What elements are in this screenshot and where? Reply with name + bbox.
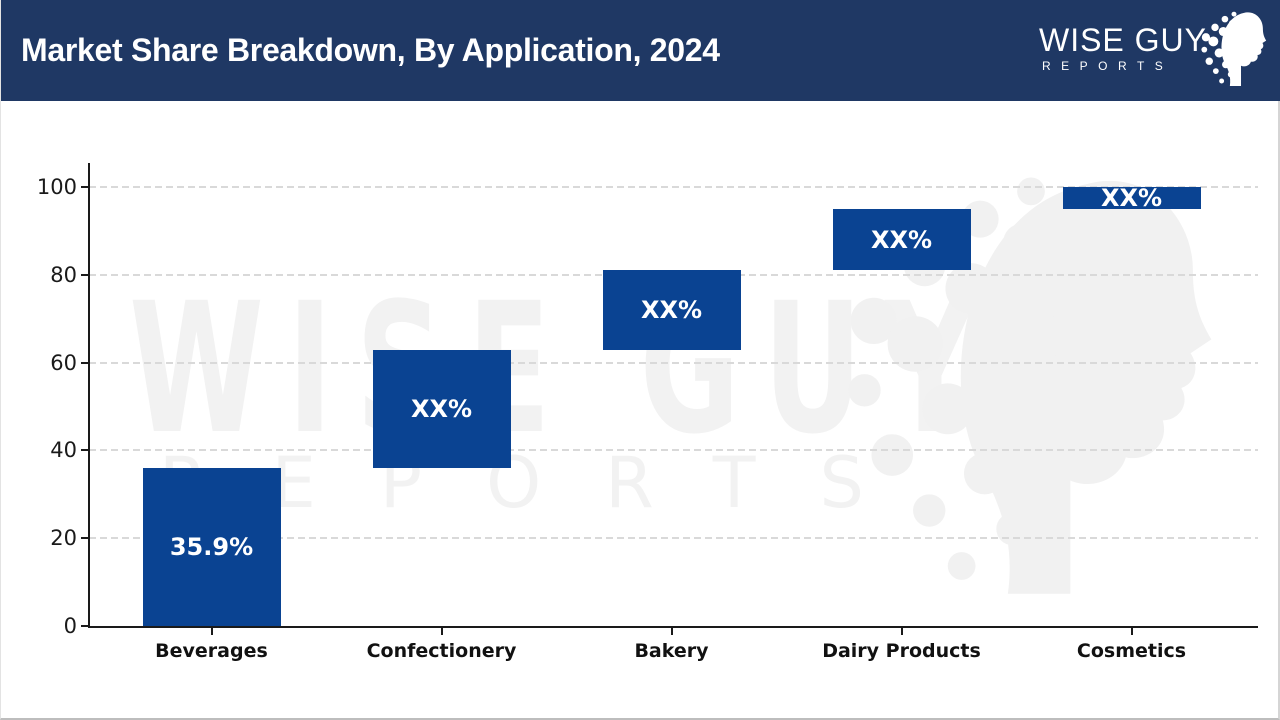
y-tick-60 — [81, 361, 89, 364]
x-tick-dairy-products — [900, 628, 903, 635]
y-tick-label-60: 60 — [50, 350, 77, 375]
bar-label-dairy-products: XX% — [870, 225, 933, 254]
y-tick-20 — [81, 537, 89, 540]
y-tick-label-80: 80 — [50, 262, 77, 287]
x-tick-bakery — [670, 628, 673, 635]
bar-label-cosmetics: XX% — [1100, 183, 1163, 212]
y-tick-40 — [81, 449, 89, 452]
bar-label-bakery: XX% — [640, 296, 703, 325]
bar-confectionery: XX% — [372, 349, 511, 469]
x-label-dairy-products: Dairy Products — [822, 640, 981, 662]
x-label-confectionery: Confectionery — [366, 640, 517, 662]
logo-face-icon — [1201, 11, 1267, 86]
header-bar: Market Share Breakdown, By Application, … — [1, 0, 1280, 101]
y-tick-label-20: 20 — [50, 526, 77, 551]
logo-subtext: REPORTS — [1041, 58, 1174, 73]
x-axis-spine — [88, 626, 1258, 628]
bar-beverages: 35.9% — [142, 468, 281, 626]
gridline-100 — [89, 186, 1258, 188]
y-axis-spine — [88, 163, 90, 628]
y-tick-label-100: 100 — [36, 175, 77, 199]
y-tick-label-40: 40 — [50, 438, 77, 463]
bar-bakery: XX% — [602, 270, 741, 350]
chart-title: Market Share Breakdown, By Application, … — [21, 32, 720, 68]
brand-logo-text: WISE GUY REPORTS — [1039, 24, 1207, 73]
x-label-beverages: Beverages — [155, 640, 268, 662]
x-tick-beverages — [210, 628, 213, 635]
gridline-60 — [89, 361, 1258, 364]
logo-wordmark: WISE GUY — [1038, 21, 1207, 58]
y-tick-label-0: 0 — [63, 614, 77, 638]
bar-label-beverages: 35.9% — [169, 533, 254, 562]
x-label-cosmetics: Cosmetics — [1076, 640, 1187, 662]
x-tick-cosmetics — [1130, 628, 1133, 635]
x-label-bakery: Bakery — [634, 640, 709, 662]
gridline-40 — [89, 449, 1258, 452]
bar-label-confectionery: XX% — [410, 395, 473, 424]
y-tick-0 — [81, 625, 89, 627]
bar-dairy-products: XX% — [832, 208, 971, 271]
brand-logo: WISE GUY REPORTS — [1039, 10, 1267, 86]
y-tick-80 — [81, 273, 89, 276]
bar-cosmetics: XX% — [1062, 183, 1201, 212]
gridline-20 — [89, 537, 1258, 540]
y-tick-100 — [81, 186, 89, 188]
x-tick-confectionery — [440, 628, 443, 635]
